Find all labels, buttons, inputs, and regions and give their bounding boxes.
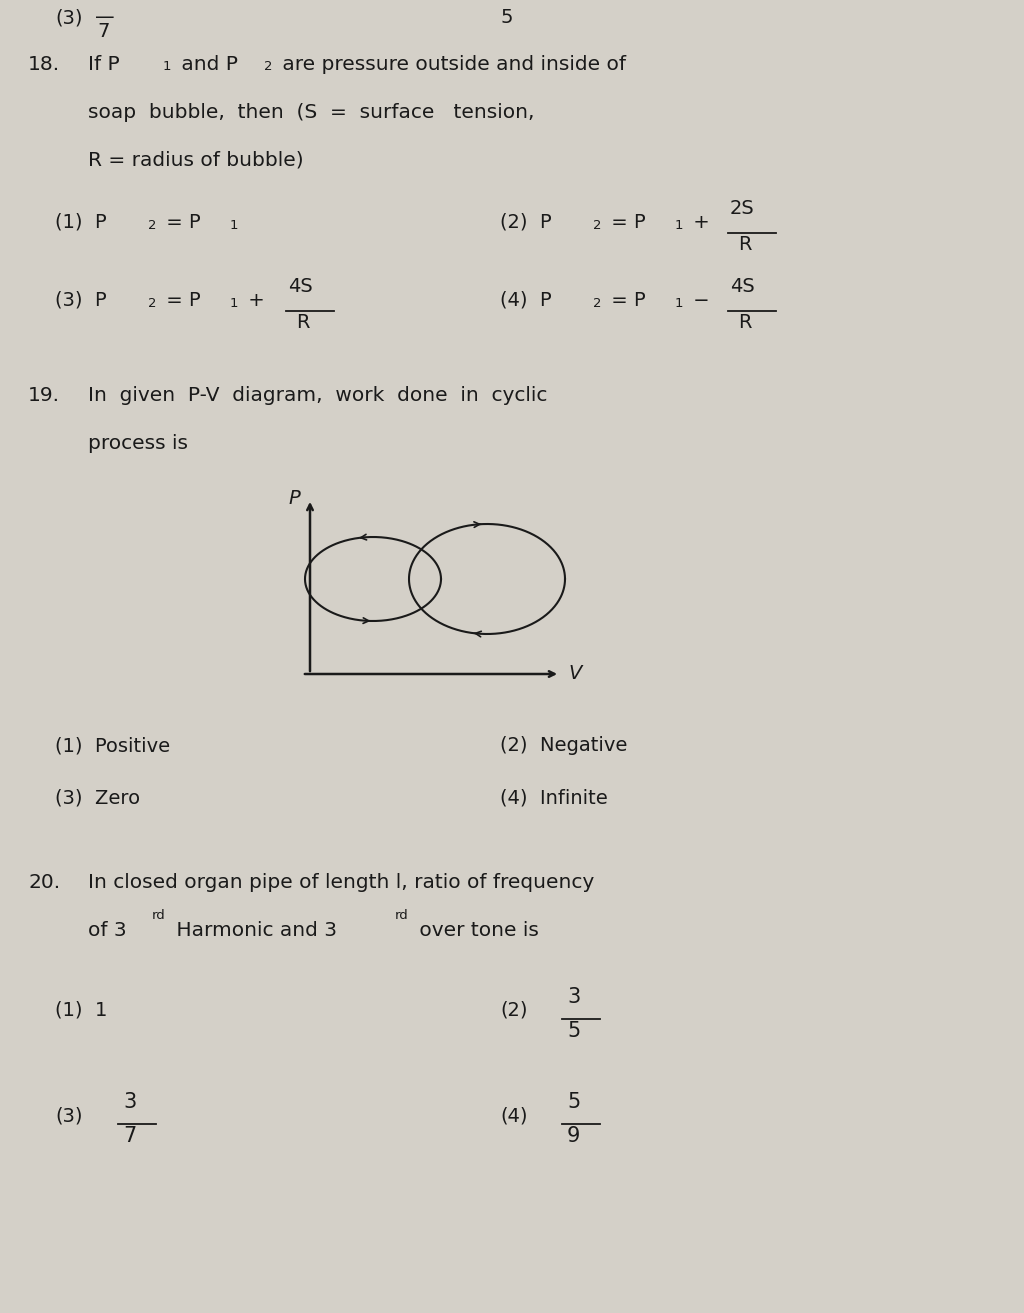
Text: 18.: 18. (28, 55, 60, 74)
Text: (3): (3) (55, 8, 83, 28)
Text: (2): (2) (500, 1001, 527, 1020)
Text: +: + (242, 291, 265, 310)
Text: 2S: 2S (730, 200, 755, 218)
Text: are pressure outside and inside of: are pressure outside and inside of (276, 55, 626, 74)
Text: 7: 7 (97, 22, 110, 41)
Text: 3: 3 (567, 987, 581, 1007)
Text: R = radius of bubble): R = radius of bubble) (88, 151, 304, 169)
Text: and P: and P (175, 55, 238, 74)
Text: Harmonic and 3: Harmonic and 3 (170, 920, 337, 940)
Text: 1: 1 (163, 60, 171, 74)
Text: process is: process is (88, 435, 188, 453)
Text: +: + (687, 213, 710, 232)
Text: P: P (288, 488, 300, 508)
Text: R: R (738, 312, 752, 332)
Text: (4): (4) (500, 1106, 527, 1125)
Text: In closed organ pipe of length l, ratio of frequency: In closed organ pipe of length l, ratio … (88, 873, 594, 892)
Text: of 3: of 3 (88, 920, 127, 940)
Text: (4)  Infinite: (4) Infinite (500, 788, 608, 807)
Text: In  given  P-V  diagram,  work  done  in  cyclic: In given P-V diagram, work done in cycli… (88, 386, 548, 404)
Text: 5: 5 (567, 1022, 581, 1041)
Text: 20.: 20. (28, 873, 60, 892)
Text: (1)  1: (1) 1 (55, 1001, 108, 1020)
Text: −: − (687, 291, 710, 310)
Text: R: R (296, 312, 309, 332)
Text: R: R (738, 235, 752, 253)
Text: 2: 2 (593, 297, 601, 310)
Text: 2: 2 (264, 60, 272, 74)
Text: —: — (95, 8, 115, 28)
Text: (2)  Negative: (2) Negative (500, 737, 628, 755)
Text: 1: 1 (675, 219, 683, 232)
Text: soap  bubble,  then  (S  =  surface   tension,: soap bubble, then (S = surface tension, (88, 102, 535, 122)
Text: 3: 3 (123, 1092, 136, 1112)
Text: 9: 9 (567, 1127, 581, 1146)
Text: (1)  P: (1) P (55, 213, 106, 232)
Text: (3): (3) (55, 1106, 83, 1125)
Text: (3)  Zero: (3) Zero (55, 788, 140, 807)
Text: V: V (568, 664, 582, 683)
Text: = P: = P (160, 213, 201, 232)
Text: 2: 2 (148, 297, 157, 310)
Text: 1: 1 (230, 219, 239, 232)
Text: (4)  P: (4) P (500, 291, 552, 310)
Text: 5: 5 (567, 1092, 581, 1112)
Text: 2: 2 (593, 219, 601, 232)
Text: 1: 1 (675, 297, 683, 310)
Text: (2)  P: (2) P (500, 213, 552, 232)
Text: 7: 7 (123, 1127, 136, 1146)
Text: (3)  P: (3) P (55, 291, 106, 310)
Text: = P: = P (160, 291, 201, 310)
Text: = P: = P (605, 213, 645, 232)
Text: = P: = P (605, 291, 645, 310)
Text: 5: 5 (500, 8, 512, 28)
Text: rd: rd (152, 909, 166, 922)
Text: over tone is: over tone is (413, 920, 539, 940)
Text: rd: rd (395, 909, 409, 922)
Text: If P: If P (88, 55, 120, 74)
Text: 2: 2 (148, 219, 157, 232)
Text: (1)  Positive: (1) Positive (55, 737, 170, 755)
Text: 4S: 4S (730, 277, 755, 295)
Text: 1: 1 (230, 297, 239, 310)
Text: 19.: 19. (28, 386, 60, 404)
Text: 4S: 4S (288, 277, 312, 295)
